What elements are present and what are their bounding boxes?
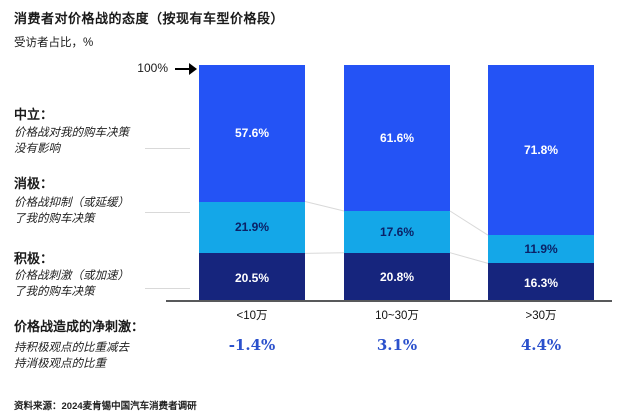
- bar-segment: 20.5%: [199, 253, 305, 302]
- x-axis-label: <10万: [236, 310, 268, 322]
- net-stimulus-desc: 持积极观点的比重减去 持消极观点的比重: [14, 342, 129, 370]
- legend-negative-desc: 价格战抑制（或延缓） 了我的购车决策: [14, 197, 129, 225]
- source-note: 资料来源：2024麦肯锡中国汽车消费者调研: [14, 401, 197, 412]
- arrow-100pct-line: [175, 68, 190, 70]
- chart-subtitle: 受访者占比，%: [14, 37, 94, 49]
- x-axis-line: [166, 300, 612, 302]
- x-axis-label: >30万: [525, 310, 557, 322]
- net-stimulus-value: -1.4%: [228, 336, 276, 354]
- bar-segment: 57.6%: [199, 65, 305, 202]
- legend-positive-header: 积极：: [14, 251, 54, 266]
- bar-segment: 61.6%: [344, 65, 450, 211]
- chart-title: 消费者对价格战的态度（按现有车型价格段）: [14, 11, 285, 26]
- bar-segment: 20.8%: [344, 252, 450, 302]
- net-stimulus-header: 价格战造成的净刺激：: [14, 319, 145, 334]
- net-stimulus-value: 3.1%: [376, 336, 418, 354]
- axis-100pct-label: 100%: [137, 61, 168, 75]
- legend-neutral-header: 中立：: [14, 107, 54, 122]
- legend-positive-desc: 价格战刺激（或加速） 了我的购车决策: [14, 270, 129, 298]
- leader-line-neutral: [145, 148, 190, 149]
- arrow-100pct-icon: [189, 63, 197, 75]
- legend-negative-header: 消极：: [14, 176, 54, 191]
- bar-segment: 11.9%: [488, 235, 594, 264]
- bar-segment: 71.8%: [488, 65, 594, 236]
- x-axis-label: 10~30万: [375, 310, 419, 322]
- net-stimulus-value: 4.4%: [520, 336, 562, 354]
- bar-segment: 16.3%: [488, 263, 594, 302]
- leader-line-negative: [145, 212, 190, 213]
- legend-neutral-desc: 价格战对我的购车决策 没有影响: [14, 127, 129, 155]
- leader-line-positive: [145, 288, 190, 289]
- bar-segment: 21.9%: [199, 201, 305, 254]
- bar-segment: 17.6%: [344, 210, 450, 253]
